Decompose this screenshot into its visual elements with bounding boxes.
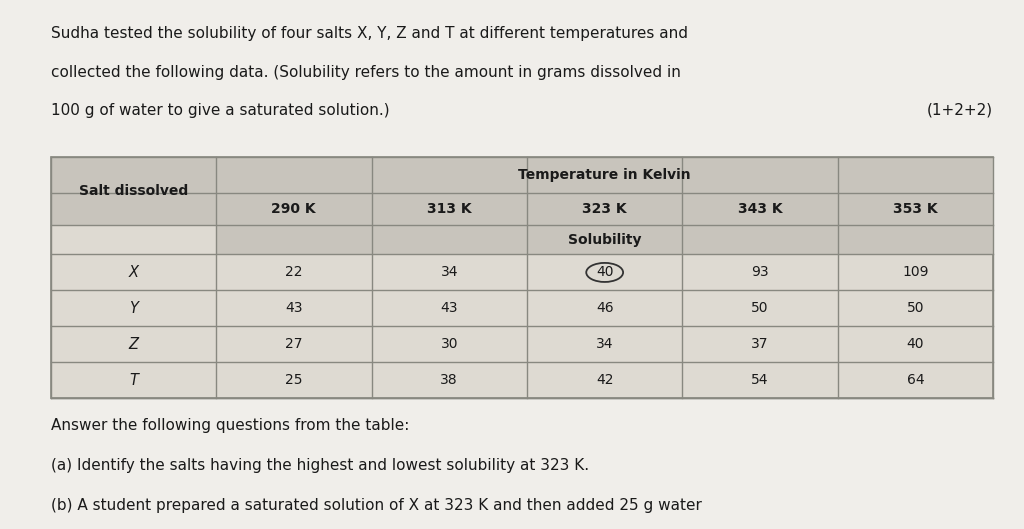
Text: Sudha tested the solubility of four salts X, Y, Z and T at different temperature: Sudha tested the solubility of four salt… xyxy=(51,26,688,41)
Text: 46: 46 xyxy=(596,302,613,315)
Text: 37: 37 xyxy=(752,338,769,351)
Text: Answer the following questions from the table:: Answer the following questions from the … xyxy=(51,418,410,433)
Text: 50: 50 xyxy=(752,302,769,315)
Text: (1+2+2): (1+2+2) xyxy=(927,103,993,117)
Text: 343 K: 343 K xyxy=(738,202,782,216)
Text: (b) A student prepared a saturated solution of X at 323 K and then added 25 g wa: (b) A student prepared a saturated solut… xyxy=(51,498,702,513)
Text: 109: 109 xyxy=(902,266,929,279)
Text: 34: 34 xyxy=(596,338,613,351)
Bar xyxy=(216,225,993,254)
Text: 27: 27 xyxy=(285,338,302,351)
Text: T: T xyxy=(129,373,138,388)
Text: 40: 40 xyxy=(907,338,925,351)
Text: Y: Y xyxy=(129,301,138,316)
Text: collected the following data. (Solubility refers to the amount in grams dissolve: collected the following data. (Solubilit… xyxy=(51,65,681,79)
Text: 93: 93 xyxy=(752,266,769,279)
Text: Temperature in Kelvin: Temperature in Kelvin xyxy=(518,168,691,181)
Text: 22: 22 xyxy=(285,266,302,279)
Text: 25: 25 xyxy=(285,373,302,387)
Text: 353 K: 353 K xyxy=(893,202,938,216)
Text: Z: Z xyxy=(129,337,138,352)
Text: 64: 64 xyxy=(906,373,925,387)
Text: Solubility: Solubility xyxy=(568,233,641,247)
Text: 42: 42 xyxy=(596,373,613,387)
Text: Salt dissolved: Salt dissolved xyxy=(79,184,188,198)
Text: X: X xyxy=(129,265,138,280)
Text: 40: 40 xyxy=(596,266,613,279)
Text: 313 K: 313 K xyxy=(427,202,471,216)
Text: 323 K: 323 K xyxy=(583,202,627,216)
Text: (a) Identify the salts having the highest and lowest solubility at 323 K.: (a) Identify the salts having the highes… xyxy=(51,458,590,473)
Text: 54: 54 xyxy=(752,373,769,387)
Text: 43: 43 xyxy=(440,302,458,315)
Text: 43: 43 xyxy=(285,302,302,315)
Text: 100 g of water to give a saturated solution.): 100 g of water to give a saturated solut… xyxy=(51,103,390,117)
Text: 50: 50 xyxy=(907,302,925,315)
Text: 34: 34 xyxy=(440,266,458,279)
Bar xyxy=(51,193,993,225)
Text: 38: 38 xyxy=(440,373,458,387)
Text: 30: 30 xyxy=(440,338,458,351)
Bar xyxy=(51,157,993,193)
Text: 290 K: 290 K xyxy=(271,202,316,216)
